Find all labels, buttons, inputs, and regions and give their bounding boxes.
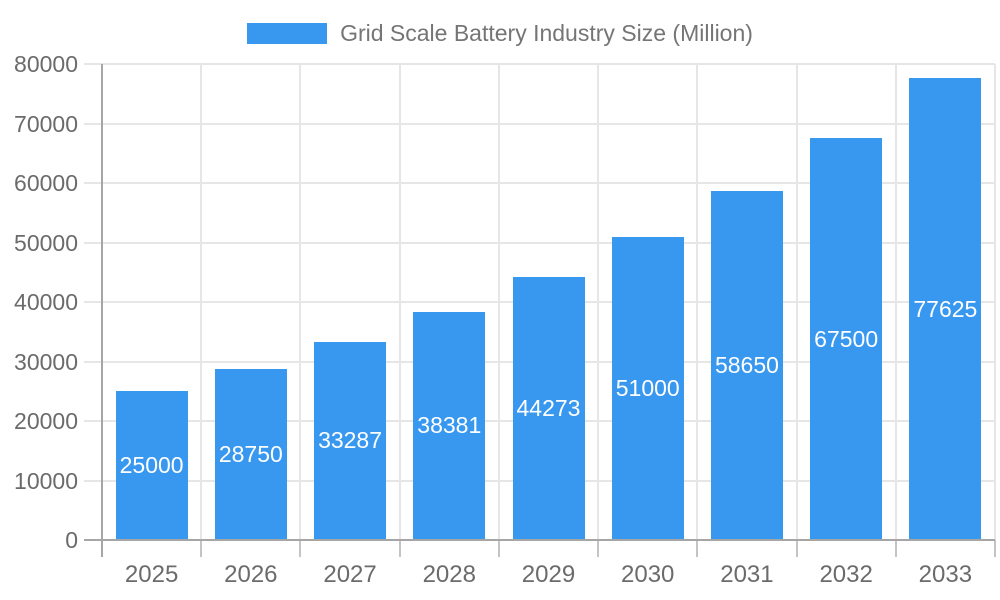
legend-item[interactable]: Grid Scale Battery Industry Size (Millio… [0, 20, 1000, 47]
v-gridline [299, 64, 302, 540]
y-axis-label: 50000 [14, 229, 78, 256]
bar-value-label: 28750 [218, 440, 283, 467]
v-gridline [696, 64, 699, 540]
x-axis-label: 2029 [521, 561, 576, 588]
y-axis-label: 70000 [14, 110, 78, 137]
x-axis-label: 2033 [918, 561, 973, 588]
x-axis-label: 2032 [819, 561, 873, 588]
bar-2027: 33287 [314, 341, 387, 540]
h-gridline [84, 241, 995, 244]
v-gridline [200, 64, 203, 540]
v-gridline [994, 64, 996, 540]
y-axis-label: 10000 [14, 467, 78, 494]
x-axis-tick [497, 540, 500, 557]
y-axis-label: 80000 [14, 51, 78, 77]
x-axis-tick [894, 540, 897, 557]
bar-value-label: 67500 [814, 325, 879, 352]
bar-value-label: 58650 [714, 352, 779, 378]
bar-2031: 58650 [710, 191, 783, 540]
x-axis-tick [994, 540, 996, 557]
bar-2025: 25000 [115, 391, 188, 540]
y-axis-label: 30000 [14, 348, 78, 375]
h-gridline [84, 63, 995, 65]
y-axis-label: 60000 [14, 170, 78, 196]
bar-2032: 67500 [810, 138, 883, 540]
x-axis-label: 2027 [323, 561, 377, 588]
x-axis-tick [696, 540, 699, 557]
bar-2029: 44273 [512, 276, 585, 540]
x-axis-tick [299, 540, 302, 557]
x-axis-tick [795, 540, 798, 557]
bar-2030: 51000 [611, 236, 684, 540]
v-gridline [497, 64, 500, 540]
x-axis-label: 2025 [124, 561, 179, 588]
x-axis-line [84, 539, 995, 541]
h-gridline [84, 182, 995, 184]
bar-2033: 77625 [909, 78, 982, 540]
x-axis-label: 2030 [621, 561, 675, 588]
x-axis-label: 2026 [224, 561, 278, 588]
y-axis-label: 20000 [14, 408, 78, 434]
bar-2026: 28750 [214, 368, 287, 540]
bar-value-label: 25000 [119, 452, 184, 479]
x-axis-label: 2031 [720, 561, 774, 588]
x-axis-tick [200, 540, 203, 557]
legend-label: Grid Scale Battery Industry Size (Millio… [340, 20, 753, 46]
bar-value-label: 51000 [615, 374, 680, 401]
bar-value-label: 33287 [318, 427, 383, 454]
y-axis-label: 40000 [14, 289, 78, 315]
bar-2028: 38381 [413, 311, 486, 540]
v-gridline [398, 64, 401, 540]
v-gridline [597, 64, 600, 540]
x-axis-tick [597, 540, 600, 557]
bar-value-label: 44273 [516, 394, 581, 421]
y-axis-label: 0 [65, 527, 78, 553]
h-gridline [84, 122, 995, 125]
x-axis-tick [398, 540, 401, 557]
legend-swatch [247, 23, 328, 44]
bar-value-label: 77625 [913, 295, 978, 322]
v-gridline [795, 64, 798, 540]
v-gridline [894, 64, 897, 540]
x-axis-label: 2028 [422, 561, 476, 588]
bar-value-label: 38381 [417, 412, 482, 439]
y-axis-line [101, 64, 103, 557]
